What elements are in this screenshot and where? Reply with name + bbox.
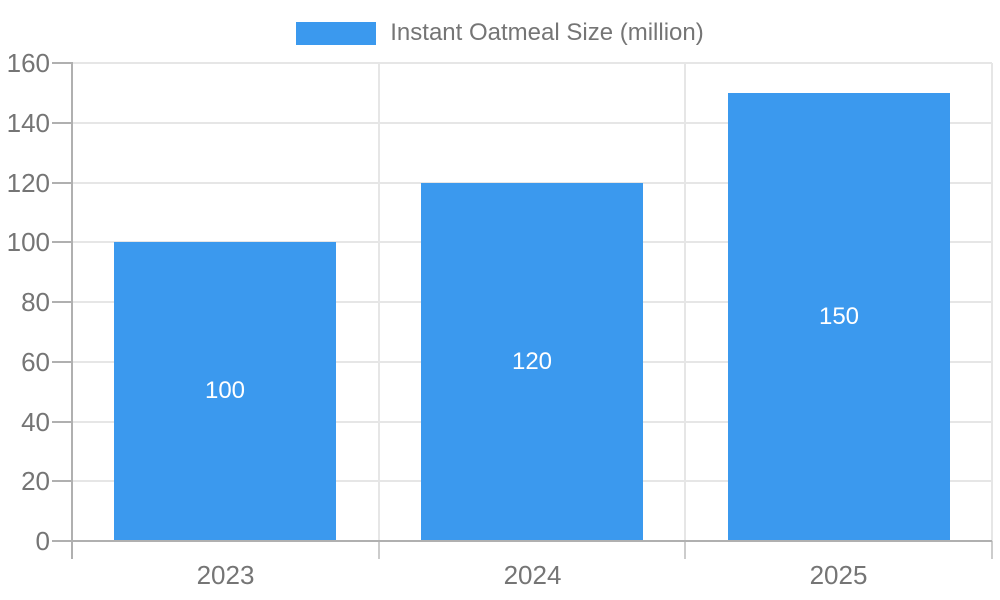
x-axis-tick: [378, 541, 380, 559]
y-axis-tick: [52, 241, 72, 243]
bar-value-label: 120: [511, 347, 553, 375]
y-axis-tick: [52, 122, 72, 124]
x-axis-tick: [684, 541, 686, 559]
y-axis-line: [71, 62, 73, 559]
y-axis-tick: [52, 182, 72, 184]
bar-value-label: 150: [818, 302, 860, 330]
y-axis-tick: [52, 361, 72, 363]
y-axis-tick-label: 140: [6, 108, 50, 138]
x-axis-line: [52, 540, 992, 542]
x-axis-category-label: 2025: [809, 560, 868, 590]
legend-swatch: [296, 21, 377, 45]
v-gridline: [991, 63, 993, 541]
v-gridline: [378, 63, 380, 541]
y-axis-tick-label: 160: [6, 48, 50, 78]
chart-legend: Instant Oatmeal Size (million): [0, 19, 1000, 47]
y-axis-tick: [52, 301, 72, 303]
x-axis-category-label: 2024: [503, 560, 562, 590]
y-axis-tick: [52, 421, 72, 423]
bar-2024: 120: [421, 183, 643, 540]
y-axis-tick-label: 40: [21, 407, 50, 437]
legend-label: Instant Oatmeal Size (million): [390, 19, 704, 46]
x-axis-category-label: 2023: [196, 560, 255, 590]
bar-2025: 150: [728, 93, 950, 540]
y-axis-tick: [52, 480, 72, 482]
h-gridline: [72, 62, 992, 64]
y-axis-tick-label: 0: [35, 526, 50, 556]
bar-2023: 100: [114, 242, 336, 540]
y-axis-tick: [52, 62, 72, 64]
x-axis-tick: [991, 541, 993, 559]
h-gridline: [72, 122, 992, 124]
y-axis-tick-label: 80: [21, 287, 50, 317]
bar-value-label: 100: [204, 377, 246, 404]
y-axis-tick-label: 120: [6, 168, 50, 198]
v-gridline: [684, 63, 686, 541]
y-axis-tick-label: 60: [21, 347, 50, 377]
y-axis-tick-label: 20: [21, 466, 50, 496]
y-axis-tick-label: 100: [6, 227, 50, 257]
